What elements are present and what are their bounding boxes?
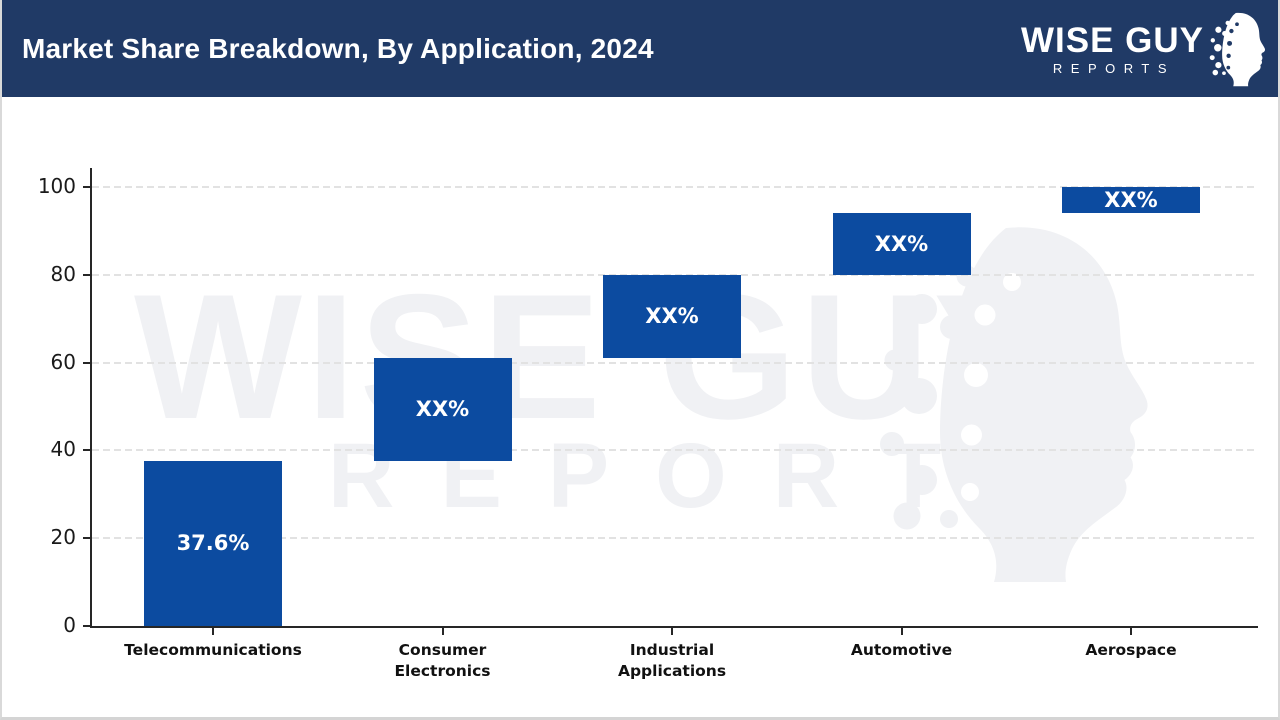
bar-automotive[interactable]: XX% xyxy=(832,213,971,275)
y-tick-60 xyxy=(83,361,91,364)
x-tick-industrial-applications xyxy=(671,628,673,635)
x-axis-line xyxy=(90,626,1258,628)
x-tick-consumer-electronics xyxy=(441,628,444,635)
header-bar: Market Share Breakdown, By Application, … xyxy=(2,0,1278,97)
x-category-label-telecommunications: Telecommunications xyxy=(124,641,302,659)
wiseguy-logo: WISE GUY REPORTS xyxy=(1021,8,1268,90)
x-tick-telecommunications xyxy=(212,628,214,635)
bar-label-consumer-electronics: XX% xyxy=(415,397,470,422)
y-tick-80 xyxy=(83,273,91,276)
page-title: Market Share Breakdown, By Application, … xyxy=(22,32,654,64)
y-tick-0 xyxy=(83,625,91,627)
logo-name: WISE GUY xyxy=(1020,20,1204,60)
y-tick-100 xyxy=(83,186,91,188)
bar-consumer-electronics[interactable]: XX% xyxy=(373,358,512,461)
y-tick-20 xyxy=(83,537,91,540)
bar-label-industrial-applications: XX% xyxy=(645,304,699,328)
bar-industrial-applications[interactable]: XX% xyxy=(603,274,741,359)
x-tick-aerospace xyxy=(1130,628,1132,635)
bar-aerospace[interactable]: XX% xyxy=(1062,187,1200,214)
y-tick-label-0: 0 xyxy=(63,613,76,637)
gridline-20 xyxy=(92,537,1258,540)
gridline-100 xyxy=(92,186,1258,188)
bar-label-aerospace: XX% xyxy=(1104,187,1158,212)
y-tick-label-40: 40 xyxy=(50,437,76,462)
bar-telecommunications[interactable]: 37.6% xyxy=(144,460,282,626)
logo-subtitle: REPORTS xyxy=(1052,60,1176,76)
y-axis-line xyxy=(90,168,92,626)
gridline-40 xyxy=(92,449,1258,452)
y-tick-label-80: 80 xyxy=(50,261,76,286)
logo-head-icon xyxy=(1209,12,1266,86)
logo-wordmark: WISE GUY REPORTS xyxy=(1021,23,1204,75)
y-tick-label-60: 60 xyxy=(50,349,76,374)
x-category-label-consumer-electronics: Consumer Electronics xyxy=(394,641,491,680)
bar-label-automotive: XX% xyxy=(874,231,929,256)
gridline-60 xyxy=(92,361,1258,364)
x-category-label-automotive: Automotive xyxy=(850,641,953,659)
x-tick-automotive xyxy=(900,628,903,635)
y-tick-label-100: 100 xyxy=(37,174,76,198)
y-tick-label-20: 20 xyxy=(50,525,76,550)
x-category-label-aerospace: Aerospace xyxy=(1085,641,1177,659)
x-category-label-industrial-applications: Industrial Applications xyxy=(617,641,727,680)
y-tick-40 xyxy=(83,449,91,452)
bar-label-telecommunications: 37.6% xyxy=(176,530,250,555)
